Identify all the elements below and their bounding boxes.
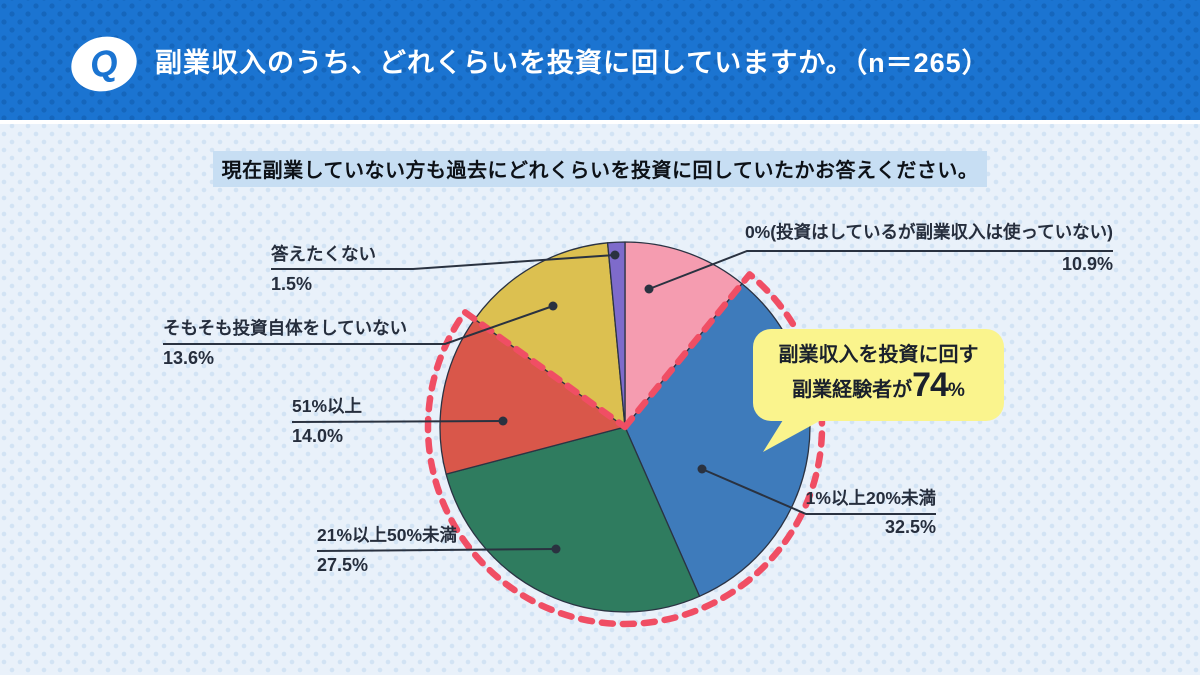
callout-tail (763, 412, 836, 452)
instruction-note: 現在副業していない方も過去にどれくらいを投資に回していたかお答えください。 (212, 151, 988, 187)
label-21-50-value: 27.5% (317, 555, 369, 575)
leader-dot-no-investment (548, 301, 558, 311)
label-51-plus: 51%以上 14.0% (292, 395, 362, 446)
leader-line-zero-pct (648, 250, 1113, 290)
leader-line-1-20 (701, 468, 936, 515)
pie-slice-5 (606, 241, 626, 428)
question-header: Q 副業収入のうち、どれくらいを投資に回していますか。（n＝265） (0, 0, 1200, 124)
label-no-investment-name: そもそも投資自体をしていない (163, 318, 408, 338)
callout-line2: 副業経験者が 74% (792, 368, 965, 408)
label-zero-pct-value: 10.9% (1061, 254, 1113, 274)
label-zero-pct: 0%(投資はしているが副業収入は使っていない) 10.9% (745, 221, 1113, 274)
leader-line-no-answer (271, 254, 616, 270)
label-51-plus-name: 51%以上 (292, 396, 363, 416)
leader-line-21-50 (316, 548, 557, 552)
instruction-note-row: 現在副業していない方も過去にどれくらいを投資に回していたかお答えください。 (0, 151, 1200, 187)
label-1-20-name: 1%以上20%未満 (805, 488, 936, 508)
pie-slices-group (439, 241, 811, 613)
pie-slice-3 (439, 318, 626, 475)
label-no-answer-value: 1.5% (271, 274, 313, 294)
pie-slice-4 (474, 242, 626, 428)
leader-dot-zero-pct (644, 284, 654, 294)
label-zero-pct-name: 0%(投資はしているが副業収入は使っていない) (744, 222, 1113, 242)
leader-line-no-investment (163, 305, 554, 345)
leader-dot-no-answer (610, 250, 620, 260)
question-title: 副業収入のうち、どれくらいを投資に回していますか。（n＝265） (155, 47, 990, 78)
callout-line2-suffix: % (947, 380, 965, 401)
leader-dot-51-plus (498, 416, 508, 426)
label-21-50-name: 21%以上50%未満 (317, 525, 458, 545)
label-no-investment: そもそも投資自体をしていない 13.6% (163, 317, 407, 368)
label-no-investment-value: 13.6% (163, 348, 215, 368)
callout-line2-number: 74 (912, 366, 949, 404)
pie-slice-2 (445, 426, 701, 613)
label-no-answer: 答えたくない 1.5% (271, 243, 376, 294)
pie-slice-0 (624, 241, 743, 428)
leader-dot-21-50 (551, 544, 561, 554)
label-no-answer-name: 答えたくない (271, 244, 376, 264)
callout-line1: 副業収入を投資に回す (778, 344, 979, 366)
callout-bubble: 副業収入を投資に回す 副業経験者が 74% (753, 329, 1004, 421)
callout-line2-prefix: 副業経験者が (792, 379, 913, 401)
label-21-50: 21%以上50%未満 27.5% (317, 524, 457, 575)
label-51-plus-value: 14.0% (292, 426, 344, 446)
label-1-20-value: 32.5% (884, 517, 936, 537)
leader-dot-1-20 (697, 464, 707, 474)
leader-line-51-plus (291, 420, 504, 423)
label-1-20: 1%以上20%未満 32.5% (806, 487, 936, 537)
